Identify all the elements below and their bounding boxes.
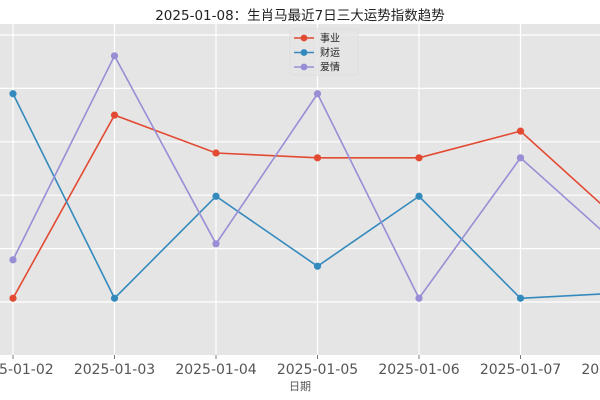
data-point <box>110 294 119 302</box>
legend-marker-icon <box>300 34 308 42</box>
legend-label: 财运 <box>320 46 340 59</box>
data-point <box>212 192 220 200</box>
x-tick-label: 2025-01-02 <box>0 362 54 378</box>
legend-marker-icon <box>300 63 308 71</box>
x-axis-ticks: 2025-01-02 2025-01-03 2025-01-04 2025-01-05… <box>0 355 600 378</box>
data-point <box>110 111 119 119</box>
data-point <box>313 262 322 270</box>
x-tick-label: 2025-01-07 <box>480 362 561 378</box>
data-point <box>516 154 525 162</box>
legend-item: 财运 <box>294 46 340 59</box>
series-0 <box>9 111 600 302</box>
data-point <box>415 154 423 162</box>
data-point <box>212 240 220 248</box>
x-tick-label: 2025-01-03 <box>74 362 155 378</box>
data-point <box>313 90 322 98</box>
legend-item: 事业 <box>294 32 340 45</box>
series-2 <box>9 52 600 302</box>
data-point <box>110 52 119 60</box>
plot-bg-rect <box>0 24 600 355</box>
data-series <box>9 52 600 302</box>
x-tick-label: 2025-01-08 <box>581 362 600 378</box>
data-point <box>516 127 525 135</box>
data-point <box>415 192 423 200</box>
x-tick-label: 2025-01-04 <box>175 362 256 378</box>
legend-label: 爱情 <box>320 61 340 74</box>
x-tick-label: 2025-01-05 <box>277 362 358 378</box>
data-point <box>415 294 423 302</box>
legend-label: 事业 <box>320 32 340 45</box>
legend-item: 爱情 <box>294 61 340 74</box>
series-1 <box>9 90 600 302</box>
data-point <box>9 90 17 98</box>
data-point <box>9 294 17 302</box>
legend-marker-icon <box>300 49 308 56</box>
data-point <box>9 256 17 264</box>
chart-title: 2025-01-08：生肖马最近7日三大运势指数趋势 <box>155 8 445 24</box>
plot-background <box>0 24 600 355</box>
legend-box <box>289 28 359 76</box>
x-tick-label: 2025-01-06 <box>378 362 459 378</box>
data-point <box>212 149 220 157</box>
data-point <box>516 294 525 302</box>
x-axis-label: 日期 <box>289 380 311 393</box>
data-point <box>313 154 322 162</box>
